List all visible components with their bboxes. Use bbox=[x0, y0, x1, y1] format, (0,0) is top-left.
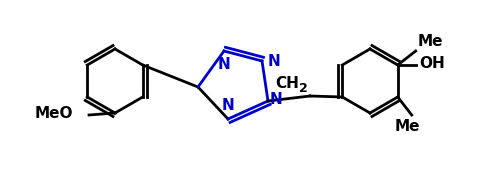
Text: OH: OH bbox=[419, 56, 445, 71]
Text: N: N bbox=[217, 57, 230, 72]
Text: N: N bbox=[269, 91, 282, 106]
Text: 2: 2 bbox=[298, 82, 307, 95]
Text: N: N bbox=[221, 98, 234, 113]
Text: MeO: MeO bbox=[35, 106, 73, 122]
Text: N: N bbox=[267, 54, 280, 68]
Text: CH: CH bbox=[274, 76, 298, 91]
Text: Me: Me bbox=[417, 34, 442, 49]
Text: Me: Me bbox=[394, 119, 420, 134]
